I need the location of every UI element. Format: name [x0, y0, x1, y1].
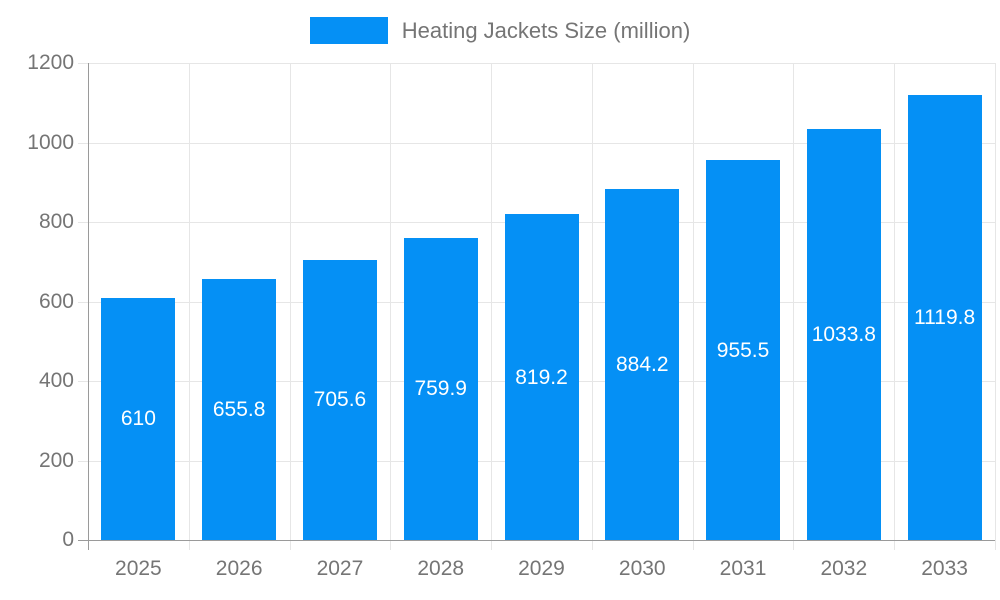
x-axis-tick	[995, 540, 996, 550]
x-axis-tick	[592, 540, 593, 550]
x-tick-label: 2028	[417, 557, 465, 580]
v-gridline	[491, 63, 492, 540]
bar-value-label: 705.6	[313, 388, 367, 412]
bar-value-label: 610	[120, 407, 156, 431]
bar-2030[interactable]	[605, 188, 680, 540]
v-gridline	[592, 63, 593, 540]
x-tick-label: 2030	[618, 557, 666, 580]
bar-2028[interactable]	[403, 237, 478, 540]
x-tick-label: 2025	[115, 557, 162, 580]
bar-value-label: 759.9	[414, 377, 467, 401]
y-axis-tick	[78, 63, 88, 64]
y-tick-label: 800	[38, 210, 74, 233]
y-axis-tick	[78, 302, 88, 303]
x-tick-label: 2029	[518, 557, 565, 580]
bar-value-label: 819.2	[515, 365, 568, 389]
bar-value-label: 884.2	[615, 352, 669, 376]
legend[interactable]: Heating Jackets Size (million)	[0, 15, 1000, 45]
bar-2031[interactable]	[706, 160, 781, 540]
bar-value-label: 955.5	[716, 338, 770, 362]
y-tick-label: 600	[38, 290, 74, 313]
legend-label: Heating Jackets Size (million)	[401, 17, 691, 43]
legend-swatch-icon[interactable]	[309, 16, 388, 44]
v-gridline	[995, 63, 996, 540]
y-tick-label: 1000	[27, 131, 74, 154]
h-gridline	[88, 63, 995, 64]
v-gridline	[793, 63, 794, 540]
y-tick-label: 1200	[27, 51, 74, 74]
x-axis-tick	[290, 540, 291, 550]
v-gridline	[189, 63, 190, 540]
v-gridline	[390, 63, 391, 540]
x-axis-tick	[793, 540, 794, 550]
bar-2025[interactable]	[101, 297, 176, 540]
bar-value-label: 1033.8	[811, 323, 876, 347]
x-tick-label: 2033	[921, 557, 968, 580]
bar-value-label: 1119.8	[914, 305, 976, 329]
y-tick-label: 400	[38, 369, 74, 392]
x-tick-label: 2026	[215, 557, 263, 580]
x-tick-label: 2027	[316, 557, 364, 580]
x-axis-tick	[189, 540, 190, 550]
x-axis-tick	[894, 540, 895, 550]
y-axis-tick	[78, 143, 88, 144]
x-axis-tick	[491, 540, 492, 550]
y-axis-tick	[78, 222, 88, 223]
bar-value-label: 655.8	[212, 398, 266, 422]
bar-2026[interactable]	[202, 279, 277, 540]
x-tick-label: 2031	[719, 557, 767, 580]
v-gridline	[693, 63, 694, 540]
h-gridline	[88, 143, 995, 144]
y-axis-tick	[78, 381, 88, 382]
y-tick-label: 200	[38, 449, 74, 472]
x-axis-tick	[390, 540, 391, 550]
y-tick-label: 0	[62, 528, 74, 551]
v-gridline	[290, 63, 291, 540]
x-tick-label: 2032	[820, 557, 868, 580]
x-axis-line	[78, 540, 995, 541]
x-axis-tick	[693, 540, 694, 550]
bar-2029[interactable]	[504, 214, 579, 540]
bar-2032[interactable]	[806, 129, 881, 540]
bar-2027[interactable]	[302, 259, 377, 540]
y-axis-tick	[78, 461, 88, 462]
bar-2033[interactable]	[907, 94, 982, 540]
v-gridline	[894, 63, 895, 540]
y-axis-line	[88, 63, 89, 550]
